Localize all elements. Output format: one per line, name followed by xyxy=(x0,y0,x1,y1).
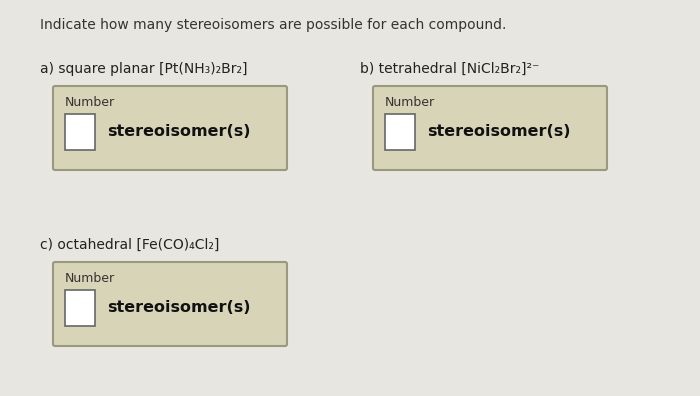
Bar xyxy=(65,290,95,326)
Text: a) square planar [Pt(NH₃)₂Br₂]: a) square planar [Pt(NH₃)₂Br₂] xyxy=(40,62,248,76)
FancyBboxPatch shape xyxy=(53,262,287,346)
FancyBboxPatch shape xyxy=(53,86,287,170)
FancyBboxPatch shape xyxy=(373,86,607,170)
Bar xyxy=(65,114,95,150)
Text: b) tetrahedral [NiCl₂Br₂]²⁻: b) tetrahedral [NiCl₂Br₂]²⁻ xyxy=(360,62,540,76)
Text: Indicate how many stereoisomers are possible for each compound.: Indicate how many stereoisomers are poss… xyxy=(40,18,506,32)
Text: Number: Number xyxy=(65,96,115,109)
Text: stereoisomer(s): stereoisomer(s) xyxy=(427,124,570,139)
Text: c) octahedral [Fe(CO)₄Cl₂]: c) octahedral [Fe(CO)₄Cl₂] xyxy=(40,238,219,252)
Text: stereoisomer(s): stereoisomer(s) xyxy=(107,301,251,316)
Text: Number: Number xyxy=(385,96,435,109)
Text: Number: Number xyxy=(65,272,115,285)
Text: stereoisomer(s): stereoisomer(s) xyxy=(107,124,251,139)
Bar xyxy=(385,114,415,150)
